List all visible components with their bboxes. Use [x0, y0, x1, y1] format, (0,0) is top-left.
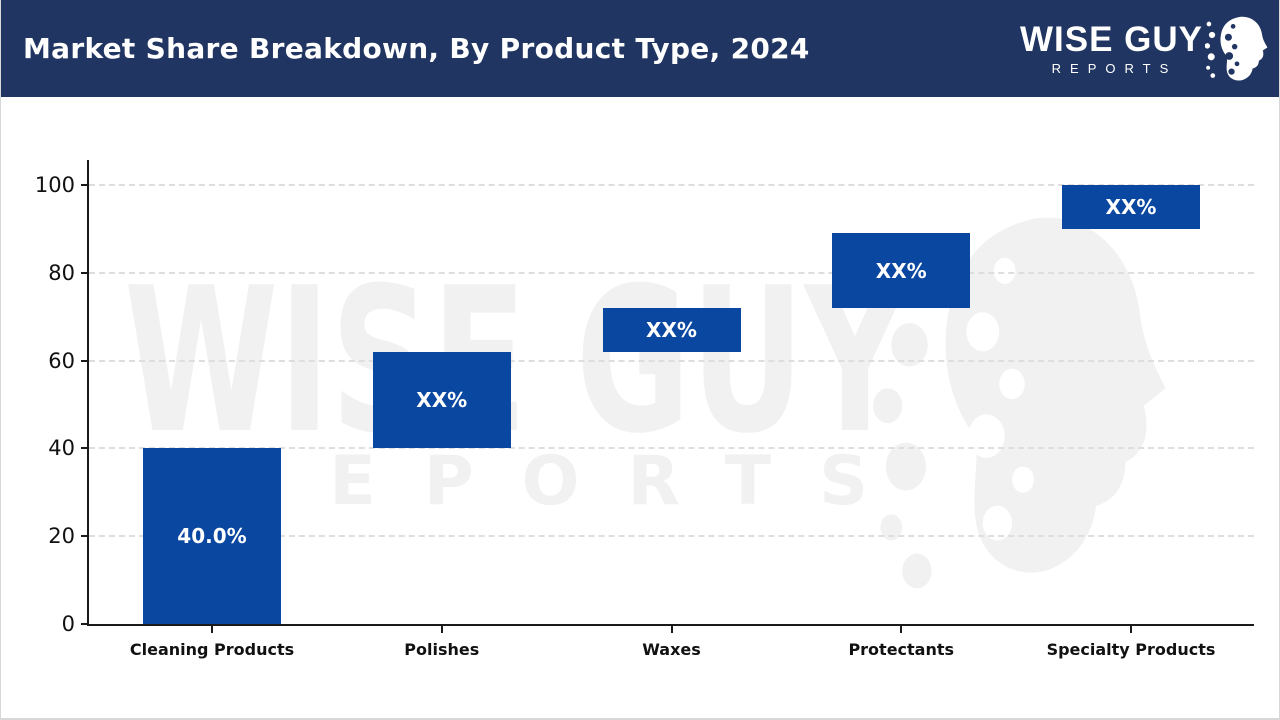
- watermark-subtext: REPORTS: [229, 442, 917, 521]
- y-axis-tick: [81, 184, 89, 186]
- x-axis-category-label: Cleaning Products: [129, 640, 295, 659]
- logo-face-icon: [1205, 16, 1268, 81]
- page-title: Market Share Breakdown, By Product Type,…: [23, 32, 810, 65]
- x-axis-category-label: Waxes: [642, 640, 701, 659]
- bar-value-label: XX%: [875, 258, 927, 283]
- y-axis-tick-label: 100: [34, 173, 75, 197]
- waterfall-bar: [602, 307, 741, 352]
- waterfall-bar: [1062, 185, 1200, 229]
- y-axis-tick-label: 20: [48, 524, 75, 549]
- waterfall-bar: [143, 448, 281, 624]
- waterfall-bar: [372, 351, 511, 449]
- bar-value-label: XX%: [416, 388, 468, 413]
- gridline: [89, 447, 1254, 450]
- y-axis-tick-label: 80: [48, 260, 75, 285]
- y-axis-tick-label: 0: [61, 612, 75, 636]
- y-axis-tick-label: 60: [48, 348, 75, 373]
- chart-area: WISE GUY REPORTS: [1, 97, 1279, 718]
- x-axis-tick: [900, 626, 903, 633]
- x-axis-tick: [670, 626, 673, 633]
- x-axis-tick: [1130, 626, 1132, 633]
- y-axis-line: [87, 160, 89, 626]
- gridline: [89, 535, 1254, 538]
- x-axis-tick: [440, 626, 443, 633]
- watermark-face-icon: [873, 217, 1166, 589]
- x-axis-category-label: Polishes: [404, 640, 480, 659]
- gridline: [89, 271, 1254, 274]
- x-axis-category-label: Protectants: [848, 640, 955, 659]
- y-axis-tick: [81, 447, 89, 450]
- bar-value-label: 40.0%: [177, 524, 247, 549]
- brand-logo: WISE GUY REPORTS: [1020, 11, 1269, 87]
- x-axis-tick: [211, 626, 213, 633]
- y-axis-tick: [81, 535, 89, 538]
- waterfall-chart: 0 20 40 60 80 100 40.0% Cleaning Products XX% Pol…: [1, 97, 1279, 718]
- gridline: [89, 184, 1254, 186]
- y-axis-tick: [81, 271, 89, 274]
- y-axis-tick: [81, 359, 89, 362]
- x-axis-line: [87, 624, 1254, 626]
- y-axis-tick: [81, 623, 89, 625]
- logo-text: WISE GUY REPORTS: [1020, 22, 1203, 76]
- logo-wordmark: WISE GUY: [1019, 19, 1203, 59]
- y-axis-tick-label: 40: [48, 436, 75, 461]
- bar-value-label: XX%: [1105, 194, 1157, 219]
- logo-subtitle: REPORTS: [1051, 60, 1178, 76]
- gridline: [89, 359, 1254, 362]
- header-bar: Market Share Breakdown, By Product Type,…: [1, 0, 1279, 97]
- bar-value-label: XX%: [646, 317, 697, 342]
- waterfall-bar: [832, 233, 971, 308]
- x-axis-category-label: Specialty Products: [1046, 640, 1216, 659]
